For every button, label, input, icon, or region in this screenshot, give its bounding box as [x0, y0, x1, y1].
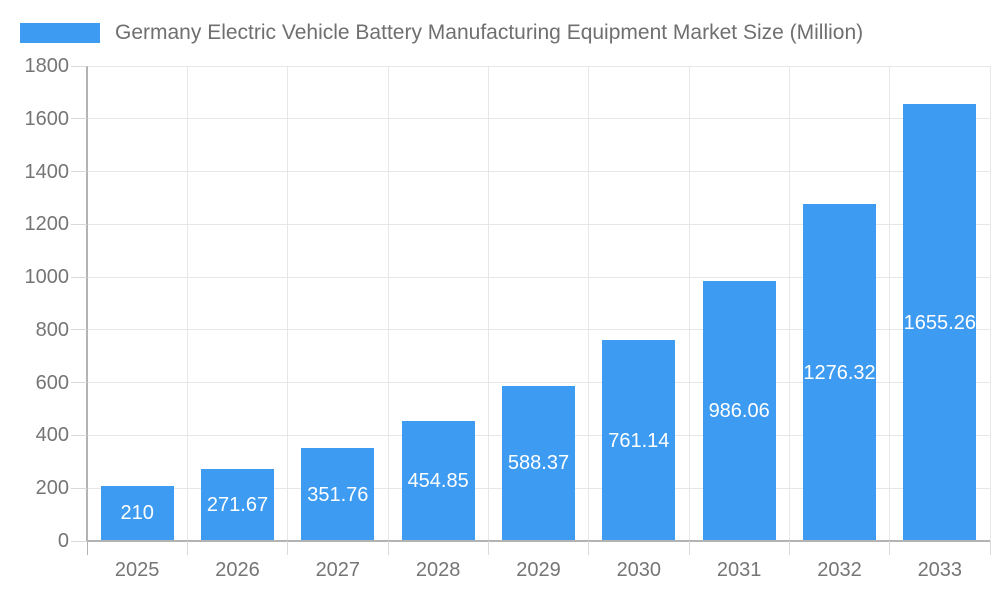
legend-label: Germany Electric Vehicle Battery Manufac…: [115, 21, 864, 44]
x-tick: [989, 541, 991, 555]
x-axis-label: 2032: [817, 559, 862, 581]
x-tick: [588, 541, 590, 555]
bar-2029[interactable]: 588.37: [502, 385, 575, 541]
bar-2025[interactable]: 210: [100, 485, 174, 541]
bar-value-label: 1655.26: [903, 311, 976, 334]
x-axis-label: 2031: [716, 559, 762, 581]
gridline-vertical: [889, 66, 891, 541]
x-axis-label: 2026: [215, 559, 260, 581]
bar-value-label: 351.76: [307, 483, 369, 506]
x-tick: [487, 541, 489, 555]
y-axis-label: 600: [35, 371, 69, 394]
bar-2026[interactable]: 271.67: [201, 469, 274, 541]
y-axis-label: 400: [35, 424, 69, 447]
bar-2031[interactable]: 986.06: [702, 280, 776, 541]
y-axis-label: 1400: [24, 160, 70, 183]
y-axis-label: 1600: [24, 107, 70, 130]
y-axis-line: [86, 66, 88, 542]
y-tick: [71, 382, 87, 384]
bar-value-label: 1276.32: [803, 361, 876, 384]
gridline-vertical: [588, 66, 590, 541]
gridline-vertical: [989, 66, 991, 541]
y-axis-label: 0: [57, 530, 69, 552]
x-tick: [688, 541, 690, 555]
gridline-horizontal: [87, 65, 990, 67]
y-tick: [71, 65, 87, 67]
x-axis-label: 2033: [917, 559, 963, 581]
y-tick: [71, 276, 87, 278]
gridline-vertical: [287, 66, 289, 541]
gridline-horizontal: [87, 223, 990, 225]
y-tick: [71, 540, 87, 542]
x-tick: [387, 541, 389, 555]
y-tick: [71, 434, 87, 436]
gridline-horizontal: [87, 329, 990, 331]
y-tick: [71, 487, 87, 489]
gridline-horizontal: [87, 171, 990, 173]
y-axis-label: 800: [35, 318, 69, 341]
x-axis-label: 2029: [516, 559, 561, 581]
gridline-horizontal: [87, 118, 990, 120]
y-axis-label: 1000: [24, 266, 70, 289]
bar-value-label: 210: [120, 502, 154, 525]
y-tick: [71, 223, 87, 225]
x-axis-label: 2025: [114, 559, 160, 581]
x-tick: [287, 541, 289, 555]
y-tick: [71, 329, 87, 331]
gridline-vertical: [186, 66, 188, 541]
x-tick: [86, 541, 88, 555]
bar-2033[interactable]: 1655.26: [903, 104, 977, 541]
y-tick: [71, 171, 87, 173]
x-axis-label: 2027: [315, 559, 361, 581]
bar-value-label: 588.37: [507, 452, 570, 475]
gridline-horizontal: [87, 276, 990, 278]
gridline-vertical: [387, 66, 389, 541]
x-tick: [889, 541, 891, 555]
bar-2030[interactable]: 761.14: [602, 340, 676, 541]
gridline-vertical: [487, 66, 489, 541]
y-axis-label: 200: [35, 477, 69, 500]
bar-2032[interactable]: 1276.32: [803, 204, 876, 541]
gridline-vertical: [688, 66, 690, 541]
gridline-vertical: [788, 66, 790, 541]
x-axis-label: 2030: [616, 559, 662, 581]
bar-value-label: 454.85: [407, 469, 469, 492]
x-tick: [186, 541, 188, 555]
bar-2028[interactable]: 454.85: [401, 420, 475, 541]
x-axis-label: 2028: [415, 559, 461, 581]
bar-value-label: 986.06: [708, 399, 770, 422]
y-axis-label: 1200: [24, 213, 70, 236]
y-tick: [71, 118, 87, 120]
gridline-horizontal: [87, 382, 990, 384]
bar-2027[interactable]: 351.76: [301, 448, 375, 541]
x-tick: [788, 541, 790, 555]
bar-value-label: 761.14: [608, 429, 670, 452]
bar-value-label: 271.67: [206, 494, 269, 517]
x-axis-line: [87, 540, 990, 542]
legend-swatch-icon: [20, 23, 100, 43]
y-axis-label: 1800: [24, 55, 70, 77]
